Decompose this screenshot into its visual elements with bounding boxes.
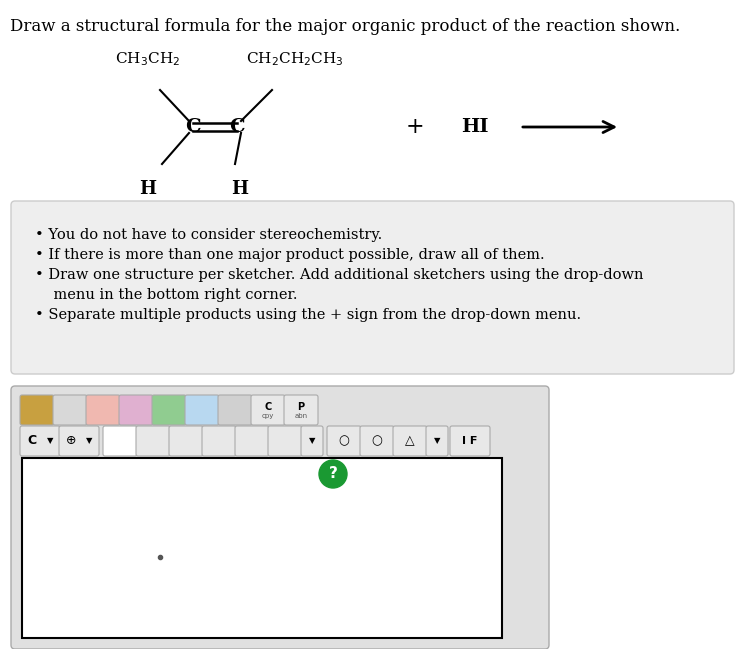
FancyBboxPatch shape [185, 395, 219, 425]
FancyBboxPatch shape [360, 426, 394, 456]
Circle shape [319, 460, 347, 488]
Text: ▼: ▼ [433, 437, 440, 445]
FancyBboxPatch shape [11, 201, 734, 374]
Text: CH$_2$CH$_2$CH$_3$: CH$_2$CH$_2$CH$_3$ [246, 51, 344, 68]
Text: ⊕: ⊕ [66, 434, 76, 448]
FancyBboxPatch shape [20, 426, 60, 456]
Text: • Draw one structure per sketcher. Add additional sketchers using the drop-down: • Draw one structure per sketcher. Add a… [35, 268, 644, 282]
FancyBboxPatch shape [284, 395, 318, 425]
Text: abn: abn [295, 413, 307, 419]
Text: Draw a structural formula for the major organic product of the reaction shown.: Draw a structural formula for the major … [10, 18, 680, 35]
Text: ○: ○ [339, 434, 349, 448]
Text: C: C [229, 118, 245, 136]
FancyBboxPatch shape [251, 395, 285, 425]
FancyBboxPatch shape [169, 426, 203, 456]
FancyBboxPatch shape [119, 395, 153, 425]
Text: C: C [264, 402, 272, 412]
Text: ▼: ▼ [86, 437, 93, 445]
FancyBboxPatch shape [218, 395, 252, 425]
Text: H: H [231, 180, 248, 198]
FancyBboxPatch shape [426, 426, 448, 456]
Text: H: H [140, 180, 157, 198]
Text: △: △ [405, 434, 415, 448]
FancyBboxPatch shape [86, 395, 120, 425]
Text: C: C [185, 118, 201, 136]
FancyBboxPatch shape [393, 426, 427, 456]
FancyBboxPatch shape [22, 458, 502, 638]
Text: ▼: ▼ [309, 437, 316, 445]
FancyBboxPatch shape [103, 426, 137, 456]
Text: +: + [406, 116, 424, 138]
FancyBboxPatch shape [11, 386, 549, 649]
Text: • Separate multiple products using the + sign from the drop-down menu.: • Separate multiple products using the +… [35, 308, 581, 322]
FancyBboxPatch shape [202, 426, 236, 456]
Text: P: P [298, 402, 304, 412]
Text: cpy: cpy [262, 413, 275, 419]
Text: ○: ○ [372, 434, 383, 448]
Text: C: C [28, 434, 37, 448]
Text: CH$_3$CH$_2$: CH$_3$CH$_2$ [116, 51, 181, 68]
Text: • You do not have to consider stereochemistry.: • You do not have to consider stereochem… [35, 228, 382, 242]
Text: • If there is more than one major product possible, draw all of them.: • If there is more than one major produc… [35, 248, 545, 262]
FancyBboxPatch shape [235, 426, 269, 456]
Text: ▼: ▼ [47, 437, 53, 445]
Text: I F: I F [463, 436, 477, 446]
FancyBboxPatch shape [268, 426, 302, 456]
FancyBboxPatch shape [450, 426, 490, 456]
Text: ?: ? [328, 467, 337, 482]
FancyBboxPatch shape [301, 426, 323, 456]
FancyBboxPatch shape [20, 395, 54, 425]
Text: HI: HI [461, 118, 489, 136]
FancyBboxPatch shape [327, 426, 361, 456]
FancyBboxPatch shape [136, 426, 170, 456]
FancyBboxPatch shape [53, 395, 87, 425]
Text: menu in the bottom right corner.: menu in the bottom right corner. [35, 288, 298, 302]
FancyBboxPatch shape [152, 395, 186, 425]
FancyBboxPatch shape [59, 426, 99, 456]
